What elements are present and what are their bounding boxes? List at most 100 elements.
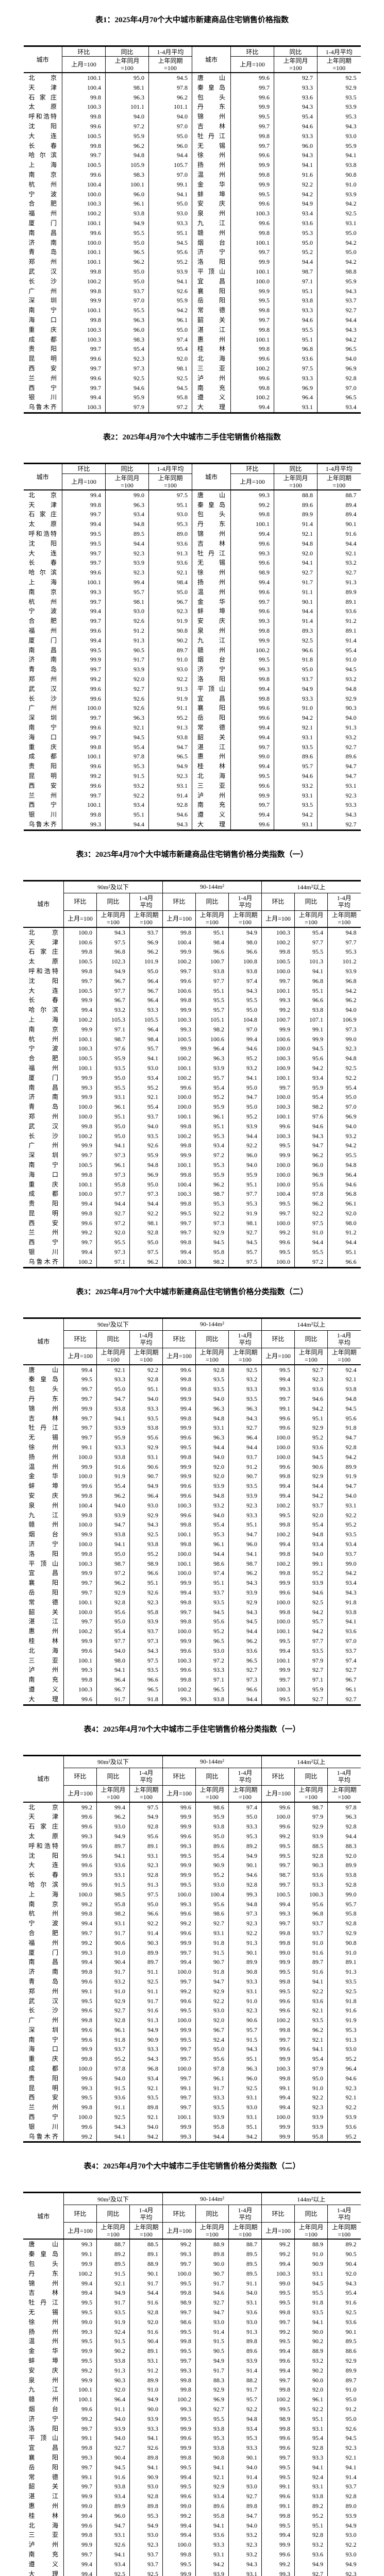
value-cell: 93.9 <box>228 2356 262 2366</box>
value-cell: 93.0 <box>345 2550 357 2558</box>
table-row: 上海 100.5 105.9 105.7 扬州 99.9 94.1 93.8 <box>23 160 361 170</box>
value-cell: 93.2 <box>345 1132 357 1140</box>
value-cell: 98.0 <box>345 1219 357 1227</box>
value-cell: 99.7 <box>230 800 274 810</box>
city-cell: 南充 <box>192 800 231 810</box>
city-cell: 长沙 <box>23 693 62 704</box>
value-cell: 96.0 <box>274 141 318 151</box>
value-cell: 90.5 <box>345 2250 357 2258</box>
value-cell: 91.1 <box>228 2278 262 2289</box>
value-cell: 90.0 <box>195 2259 229 2269</box>
value-cell: 94.3 <box>228 2559 262 2569</box>
table-row: 洛阳 99.7 93.9 93.3 99.9 93.8 93.4 99.8 93.1 92.6 <box>23 2424 360 2434</box>
value-cell: 99.9 <box>261 2131 295 2142</box>
value-cell: 91.0 <box>294 2083 328 2093</box>
value-cell: 93.9 <box>294 2112 328 2122</box>
value-cell: 94.0 <box>195 1510 229 1520</box>
value-cell: 96.2 <box>105 257 149 267</box>
value-cell: 97.8 <box>105 752 149 762</box>
value-cell: 91.5 <box>96 1879 130 1890</box>
value-cell: 93.6 <box>148 558 192 568</box>
value-cell: 92.7 <box>105 684 149 694</box>
value-cell: 99.8 <box>162 1597 196 1607</box>
value-cell: 96.7 <box>96 1684 130 1694</box>
value-cell: 93.1 <box>294 2482 328 2492</box>
value-cell: 91.6 <box>274 170 318 180</box>
value-cell: 94.0 <box>96 2414 130 2424</box>
value-cell: 99.9 <box>63 2259 97 2269</box>
value-cell: 93.2 <box>294 2356 328 2366</box>
value-cell: 99.4 <box>261 2530 295 2540</box>
table-row: 呼和浩特 99.8 94.0 94.0 锦州 99.5 95.4 95.3 <box>23 112 361 122</box>
value-cell: 92.6 <box>105 616 149 626</box>
value-cell: 97.7 <box>96 986 130 996</box>
value-cell: 93.8 <box>195 2424 229 2434</box>
value-cell: 99.2 <box>63 1938 97 1948</box>
value-cell: 94.1 <box>228 1549 262 1559</box>
value-cell: 99.9 <box>230 635 274 646</box>
value-cell: 95.9 <box>96 1433 130 1443</box>
value-cell: 92.8 <box>195 1364 229 1375</box>
table-row: 长春 99.7 93.9 93.6 无锡 99.6 94.1 93.2 <box>23 558 361 568</box>
value-cell: 99.3 <box>261 995 295 1006</box>
value-cell: 99.2 <box>261 2249 295 2260</box>
city-cell: 贵阳 <box>23 344 62 354</box>
table-row: 南充 99.8 96.4 96.6 99.8 97.1 97.3 99.7 97.1 96.7 <box>23 1675 360 1685</box>
value-cell: 100.3 <box>261 927 295 938</box>
table-row: 丹东 100.2 91.5 90.1 100.0 90.7 89.5 100.3 93.1 92.… <box>23 2268 360 2279</box>
value-cell: 91.0 <box>96 1986 130 1996</box>
value-cell: 94.7 <box>345 772 357 779</box>
value-cell: 100.5 <box>63 1160 97 1170</box>
col-header-yoy: 同比 <box>294 1330 328 1348</box>
table-row: 青岛 100.0 96.1 95.4 100.0 95.9 95.0 100.3 98.2 97.… <box>23 1102 360 1112</box>
value-cell: 92.5 <box>345 74 357 81</box>
value-cell: 100.3 <box>62 325 106 335</box>
value-cell: 95.3 <box>195 2433 229 2444</box>
table-row: 蚌埠 99.6 95.4 94.9 99.6 93.9 93.5 99.4 94.4 94.7 <box>23 1481 360 1492</box>
value-cell: 100.3 <box>62 334 106 345</box>
value-cell: 93.8 <box>345 1608 357 1616</box>
value-cell: 91.1 <box>96 2404 130 2414</box>
value-cell: 95.9 <box>105 393 149 403</box>
value-cell: 100.0 <box>63 927 97 938</box>
col-subheader-yoy-base: 上年同月 =100 <box>105 56 149 73</box>
value-cell: 95.1 <box>274 286 318 296</box>
value-cell: 92.7 <box>345 743 357 751</box>
col-header-yoy: 同比 <box>195 2205 229 2223</box>
value-cell: 96.9 <box>345 364 357 372</box>
table-row: 温州 99.9 91.6 90.6 99.9 92.0 91.2 99.6 90.6 89.9 <box>23 1462 360 1472</box>
value-cell: 100.0 <box>162 1549 196 1559</box>
value-cell: 89.8 <box>228 2336 262 2347</box>
value-cell: 99.6 <box>261 1822 295 1832</box>
value-cell: 92.1 <box>294 2035 328 2045</box>
value-cell: 93.1 <box>228 2112 262 2122</box>
value-cell: 105.3 <box>96 1014 130 1025</box>
value-cell: 95.4 <box>294 2433 328 2444</box>
city-cell: 惠州 <box>192 334 231 345</box>
value-cell: 94.2 <box>345 1142 357 1149</box>
value-cell: 92.3 <box>294 2103 328 2113</box>
value-cell: 100.0 <box>162 2064 196 2074</box>
value-cell: 93.0 <box>129 2530 163 2540</box>
value-cell: 91.8 <box>345 1424 357 1432</box>
value-cell: 99.9 <box>261 2122 295 2132</box>
value-cell: 92.1 <box>195 2472 229 2482</box>
value-cell: 92.7 <box>195 1919 229 1928</box>
city-cell: 武汉 <box>23 684 62 694</box>
col-subheader-yoy-base: 上年同月 =100 <box>294 2222 328 2240</box>
value-cell: 89.6 <box>274 500 318 510</box>
value-cell: 93.2 <box>345 675 357 683</box>
value-cell: 99.8 <box>63 1208 97 1218</box>
col-subheader-mom-base: 上月=100 <box>230 473 274 490</box>
city-cell: 银川 <box>23 810 62 820</box>
table-row: 平顶山 99.1 94.0 94.1 99.6 95.3 95.3 99.6 95.4 94.5 <box>23 2433 360 2444</box>
col-header-mom: 环比 <box>63 893 97 911</box>
value-cell: 96.4 <box>129 995 163 1006</box>
value-cell: 95.0 <box>228 1082 262 1093</box>
value-cell: 94.2 <box>148 306 192 315</box>
value-cell: 95.2 <box>228 1054 262 1063</box>
value-cell: 93.6 <box>274 218 318 228</box>
value-cell: 96.2 <box>294 1150 328 1160</box>
value-cell: 100.0 <box>63 1539 97 1549</box>
value-cell: 96.3 <box>195 1433 229 1443</box>
